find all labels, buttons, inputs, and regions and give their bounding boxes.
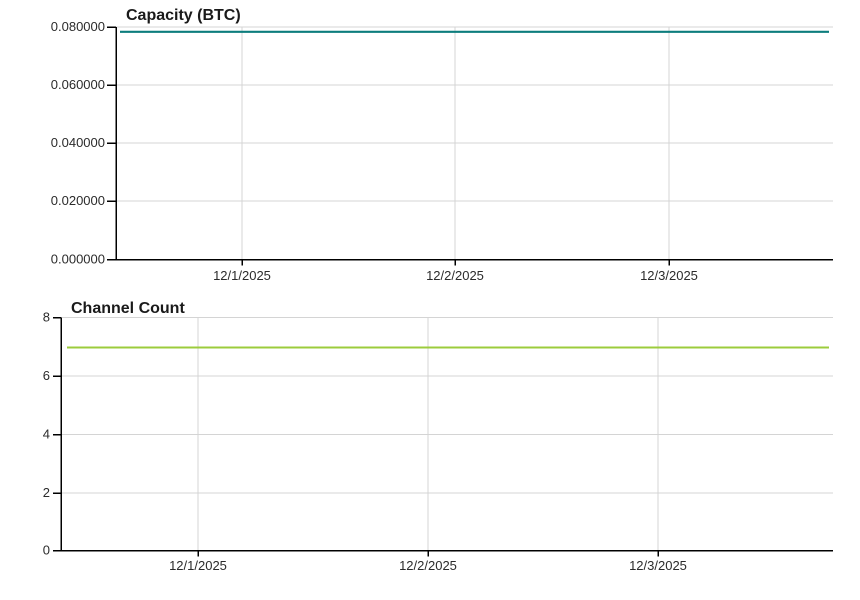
svg-text:0.060000: 0.060000 — [51, 77, 105, 92]
svg-text:2: 2 — [43, 485, 50, 500]
svg-text:12/1/2025: 12/1/2025 — [169, 558, 227, 573]
svg-text:0.000000: 0.000000 — [51, 252, 105, 267]
svg-text:Capacity (BTC): Capacity (BTC) — [126, 7, 241, 24]
svg-text:12/1/2025: 12/1/2025 — [213, 268, 271, 283]
svg-text:12/2/2025: 12/2/2025 — [399, 558, 457, 573]
svg-text:0.040000: 0.040000 — [51, 135, 105, 150]
svg-text:12/3/2025: 12/3/2025 — [629, 558, 687, 573]
svg-text:12/2/2025: 12/2/2025 — [426, 268, 484, 283]
svg-text:0: 0 — [43, 543, 50, 558]
svg-text:0.080000: 0.080000 — [51, 19, 105, 34]
svg-text:0.020000: 0.020000 — [51, 193, 105, 208]
svg-text:6: 6 — [43, 368, 50, 383]
svg-text:Channel Count: Channel Count — [71, 300, 185, 317]
svg-text:12/3/2025: 12/3/2025 — [640, 268, 698, 283]
svg-text:8: 8 — [43, 310, 50, 325]
svg-text:4: 4 — [43, 427, 50, 442]
